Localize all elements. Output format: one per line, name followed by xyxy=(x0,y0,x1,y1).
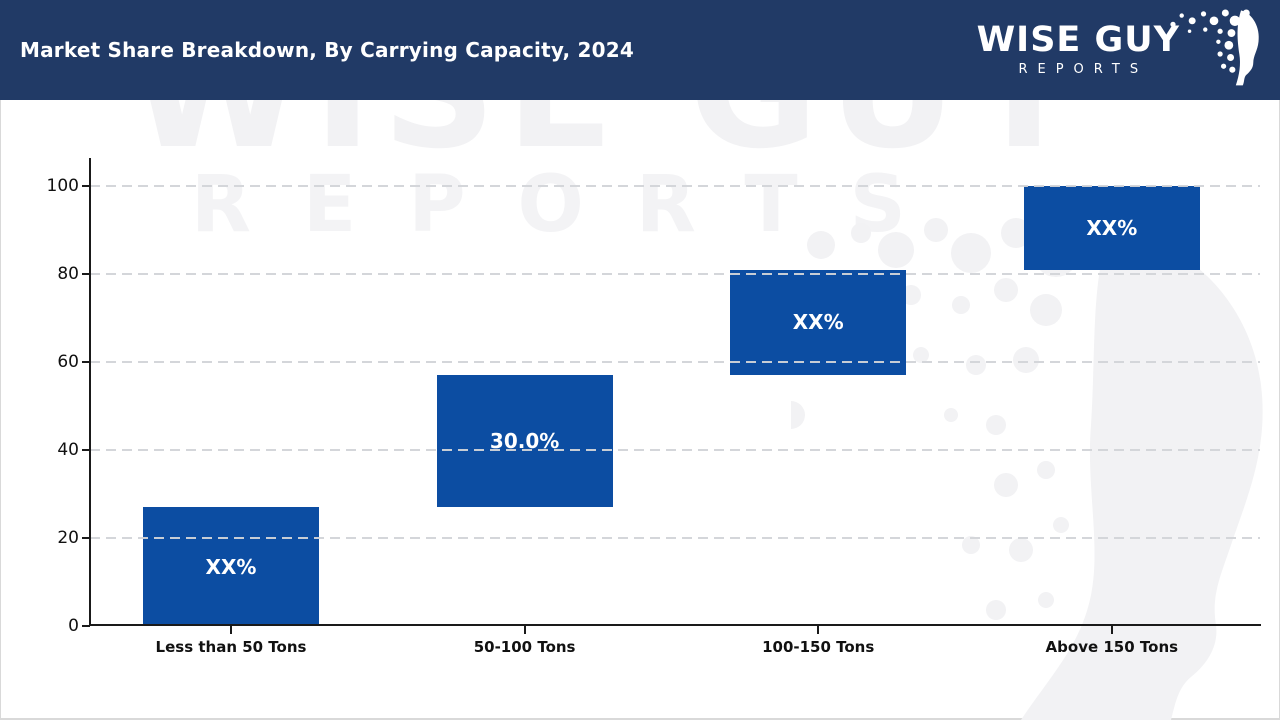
wise-guy-reports-logo: WISE GUY REPORTS xyxy=(976,9,1280,90)
x-axis-tick xyxy=(523,626,526,634)
x-tick-label: 50-100 Tons xyxy=(473,638,576,656)
logo-wordmark: WISE GUY xyxy=(976,20,1180,60)
y-tick-label: 100 xyxy=(46,176,79,196)
y-axis-tick xyxy=(82,273,90,275)
bar-segment xyxy=(436,375,613,508)
dotted-head-icon xyxy=(1170,9,1259,86)
logo-text: WISE GUY REPORTS xyxy=(976,20,1180,78)
gridline xyxy=(90,185,1260,187)
x-tick-label: 100-150 Tons xyxy=(762,638,875,656)
y-axis-tick xyxy=(82,185,90,187)
bar-value-label: XX% xyxy=(792,310,844,335)
x-tick-label: Above 150 Tons xyxy=(1045,638,1179,656)
x-axis-line xyxy=(89,624,1261,626)
y-axis-tick xyxy=(82,449,90,451)
y-tick-label: 60 xyxy=(57,352,79,372)
gridline xyxy=(90,361,1260,363)
chart-canvas: WISE GUY REPORTS xyxy=(0,100,1280,720)
gridline xyxy=(90,273,1260,275)
y-axis-tick xyxy=(82,625,90,627)
logo-subtitle: REPORTS xyxy=(1018,62,1149,77)
y-axis-tick xyxy=(82,537,90,539)
bar-segment xyxy=(143,507,319,626)
chart-plot-area: 0 20 40 60 80 100 XX% Less than 50 Tons 30.0% 50-… xyxy=(1,100,1280,720)
y-tick-label: 20 xyxy=(57,528,79,548)
gridline xyxy=(90,449,1260,451)
x-axis-tick xyxy=(230,626,232,634)
header-bar: Market Share Breakdown, By Carrying Capa… xyxy=(0,0,1280,100)
x-axis-tick xyxy=(817,626,820,634)
page-title: Market Share Breakdown, By Carrying Capa… xyxy=(20,38,634,62)
bar-value-label: XX% xyxy=(1086,215,1138,240)
y-tick-label: 40 xyxy=(57,440,79,460)
bar-value-label: 30.0% xyxy=(489,429,560,454)
y-tick-label: 80 xyxy=(57,264,79,284)
gridline xyxy=(90,537,1260,539)
bar-value-label: XX% xyxy=(205,554,257,579)
x-axis-tick xyxy=(1110,626,1113,634)
bar-segment xyxy=(730,269,907,376)
y-axis-line xyxy=(89,158,91,626)
y-axis-tick xyxy=(82,361,90,363)
x-tick-label: Less than 50 Tons xyxy=(155,638,307,656)
y-tick-label: 0 xyxy=(68,616,79,636)
